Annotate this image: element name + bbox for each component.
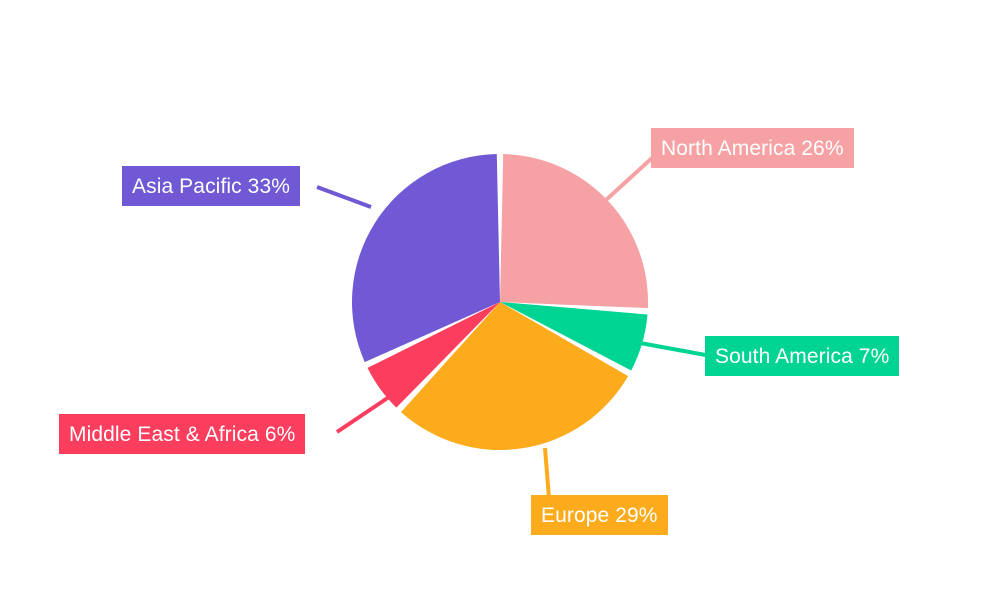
slice-label-south-america[interactable]: South America 7% bbox=[705, 336, 900, 376]
leader-line-middle-east-africa bbox=[335, 393, 394, 434]
slice-label-north-america[interactable]: North America 26% bbox=[651, 128, 854, 168]
slice-label-asia-pacific[interactable]: Asia Pacific 33% bbox=[122, 166, 301, 206]
leader-line-south-america bbox=[639, 341, 712, 358]
slice-label-asia-pacific-text: Asia Pacific 33% bbox=[132, 174, 291, 198]
slice-label-europe-text: Europe 29% bbox=[541, 503, 658, 527]
slice-label-middle-east-africa[interactable]: Middle East & Africa 6% bbox=[59, 414, 306, 454]
slice-label-middle-east-africa-text: Middle East & Africa 6% bbox=[69, 422, 296, 446]
slice-label-south-america-text: South America 7% bbox=[715, 344, 890, 368]
pie-slice-south-america[interactable] bbox=[500, 302, 648, 371]
pie-slice-asia-pacific[interactable] bbox=[351, 154, 500, 363]
pie-slices bbox=[351, 154, 649, 451]
slice-label-north-america-text: North America 26% bbox=[661, 136, 844, 160]
leader-line-asia-pacific bbox=[316, 185, 372, 209]
pie-slice-north-america[interactable] bbox=[500, 154, 649, 309]
pie-slice-middle-east-africa[interactable] bbox=[367, 302, 500, 408]
pie-slice-europe[interactable] bbox=[401, 302, 629, 451]
slice-label-europe[interactable]: Europe 29% bbox=[531, 495, 668, 535]
